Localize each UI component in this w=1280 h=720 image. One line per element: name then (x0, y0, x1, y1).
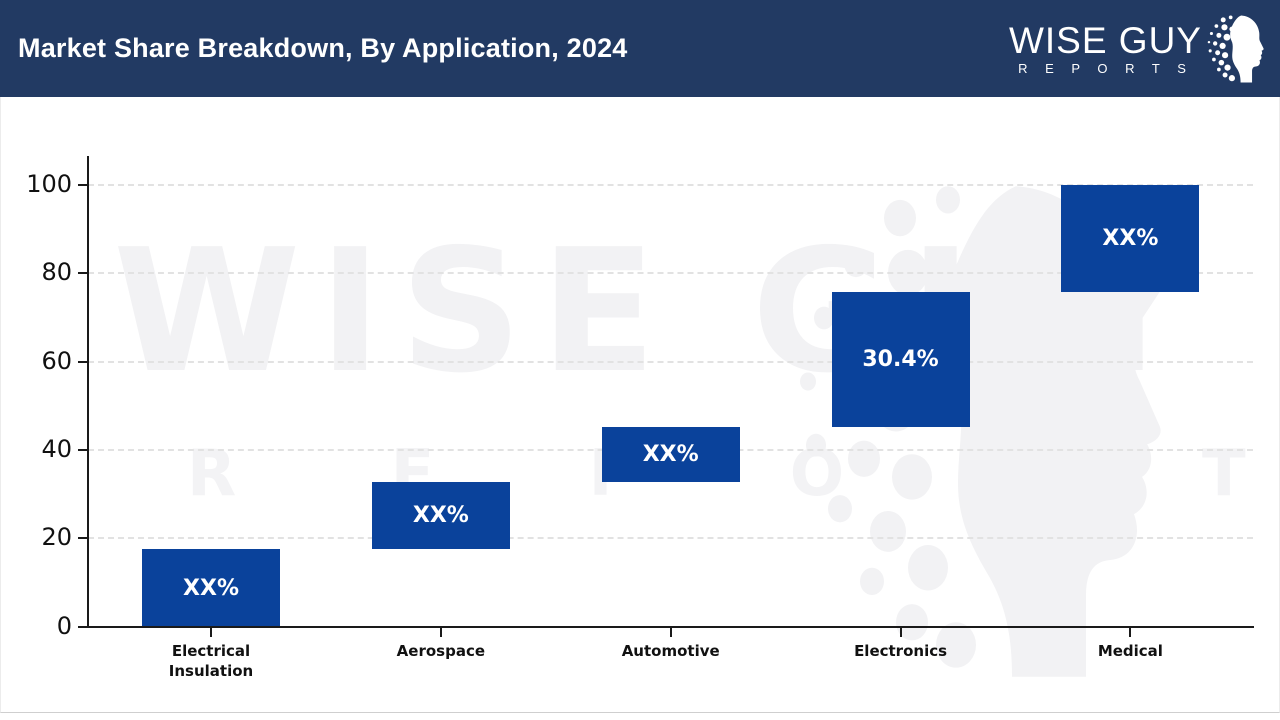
logo-wordmark: WISE GUY (1008, 19, 1202, 61)
dotted-face-icon (1207, 15, 1264, 83)
header: Market Share Breakdown, By Application, … (0, 0, 1280, 97)
chart-region: WISE GUY R E P O R T S (0, 97, 1280, 713)
watermark-face-icon (800, 186, 1161, 677)
page-title: Market Share Breakdown, By Application, … (18, 33, 628, 63)
wise-guy-reports-logo: WISE GUY R E P O R T S (1009, 8, 1266, 90)
logo-subtitle: R E P O R T S (1018, 61, 1193, 77)
logo-text: WISE GUY R E P O R T S (1008, 19, 1202, 77)
